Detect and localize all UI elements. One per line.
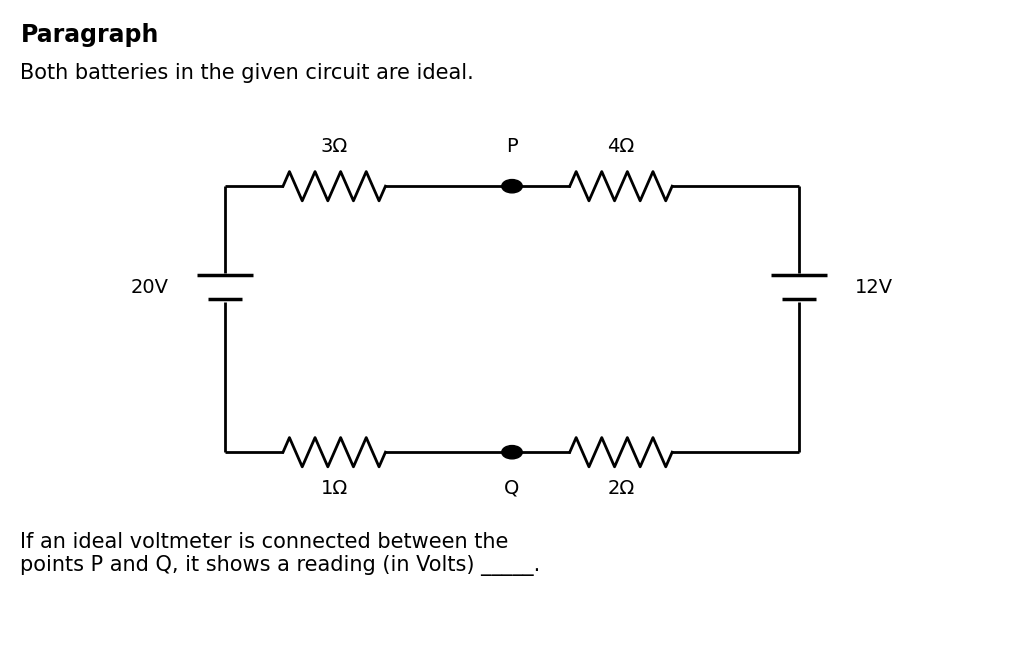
Text: 20V: 20V [131, 278, 169, 297]
Circle shape [502, 446, 522, 459]
Text: 2Ω: 2Ω [607, 479, 635, 498]
Circle shape [502, 180, 522, 193]
Text: 4Ω: 4Ω [607, 137, 635, 156]
Text: Q: Q [504, 479, 520, 498]
Text: Paragraph: Paragraph [20, 23, 159, 47]
Text: 3Ω: 3Ω [321, 137, 348, 156]
Text: Both batteries in the given circuit are ideal.: Both batteries in the given circuit are … [20, 63, 474, 83]
Text: 1Ω: 1Ω [321, 479, 348, 498]
Text: P: P [506, 137, 518, 156]
Text: 12V: 12V [855, 278, 893, 297]
Text: If an ideal voltmeter is connected between the
points P and Q, it shows a readin: If an ideal voltmeter is connected betwe… [20, 532, 541, 576]
